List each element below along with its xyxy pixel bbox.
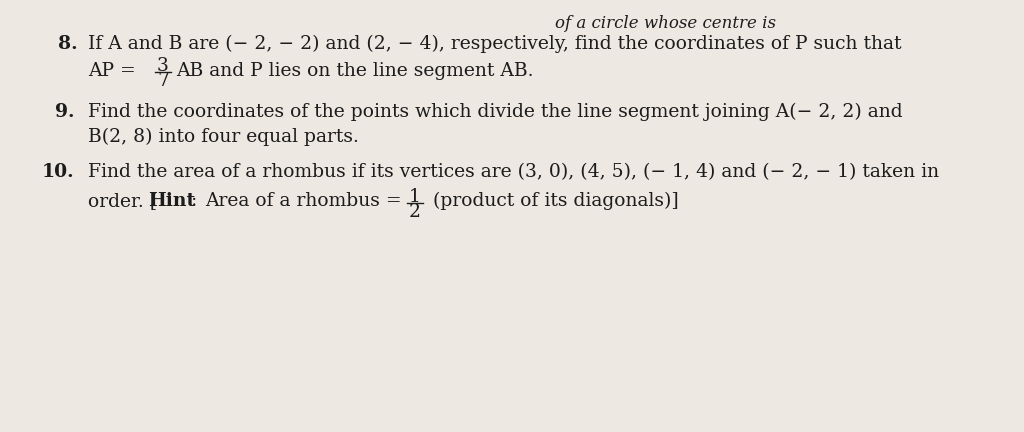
Text: 3: 3 — [157, 57, 169, 75]
Text: :: : — [185, 192, 203, 210]
Text: 1: 1 — [409, 188, 421, 206]
Text: 2: 2 — [409, 203, 421, 221]
Text: Find the coordinates of the points which divide the line segment joining A(− 2, : Find the coordinates of the points which… — [88, 103, 902, 121]
Text: 10.: 10. — [42, 163, 75, 181]
Text: AB and P lies on the line segment AB.: AB and P lies on the line segment AB. — [176, 62, 534, 80]
Text: AP =: AP = — [88, 62, 141, 80]
Text: B(2, 8) into four equal parts.: B(2, 8) into four equal parts. — [88, 128, 358, 146]
Text: (product of its diagonals)]: (product of its diagonals)] — [427, 192, 679, 210]
Text: 7: 7 — [157, 72, 169, 90]
Text: Find the area of a rhombus if its vertices are (3, 0), (4, 5), (− 1, 4) and (− 2: Find the area of a rhombus if its vertic… — [88, 163, 939, 181]
Text: 9.: 9. — [55, 103, 75, 121]
Text: Area of a rhombus =: Area of a rhombus = — [205, 192, 408, 210]
Text: If A and B are (− 2, − 2) and (2, − 4), respectively, find the coordinates of P : If A and B are (− 2, − 2) and (2, − 4), … — [88, 35, 901, 53]
Text: of a circle whose centre is: of a circle whose centre is — [555, 15, 776, 32]
Text: 8.: 8. — [58, 35, 78, 53]
Text: Hint: Hint — [148, 192, 196, 210]
Text: order. [: order. [ — [88, 192, 157, 210]
